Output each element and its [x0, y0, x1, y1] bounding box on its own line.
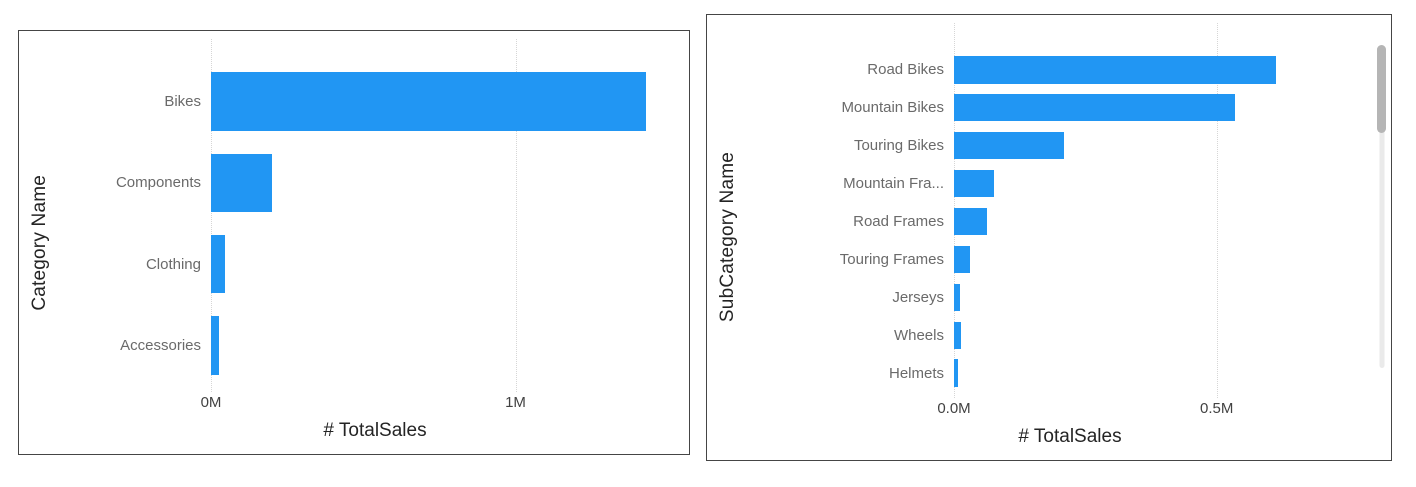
bar-track — [211, 305, 683, 386]
bar-road-bikes[interactable] — [954, 56, 1277, 84]
category-label: Bikes — [164, 93, 201, 111]
bar-clothing[interactable] — [211, 234, 225, 294]
y-axis-title: SubCategory Name — [717, 152, 738, 323]
bar-row: Mountain Fra... — [749, 165, 1391, 203]
bar-row: Clothing — [61, 224, 689, 305]
bar-row: Road Bikes — [749, 51, 1391, 89]
x-axis-title: # TotalSales — [1018, 426, 1122, 447]
category-label: Touring Bikes — [853, 137, 944, 155]
bar-row: Jerseys — [749, 278, 1391, 316]
category-label: Road Frames — [853, 213, 944, 230]
x-axis-tick-row: 0M 1M — [201, 392, 683, 414]
gridlines-layer — [211, 39, 683, 392]
subcategory-sales-chart[interactable]: SubCategory Name Road Bikes Mountain Bike… — [706, 14, 1392, 461]
y-axis-title-wrap: SubCategory Name — [707, 15, 749, 460]
bar-row: Mountain Bikes — [749, 89, 1391, 127]
bar-row: Touring Frames — [749, 240, 1391, 278]
chart-column: Road Bikes Mountain Bikes Touring Bikes Mou… — [749, 15, 1391, 460]
bar-road-frames[interactable] — [954, 207, 987, 236]
bar-track — [211, 224, 683, 305]
bar-track — [211, 142, 683, 223]
bar-bikes[interactable] — [211, 72, 647, 131]
gridline — [211, 39, 212, 392]
y-axis-title-wrap: Category Name — [19, 31, 61, 454]
bar-row: Helmets — [749, 354, 1391, 392]
bar-mountain-bikes[interactable] — [954, 94, 1235, 122]
y-axis-title: Category Name — [29, 174, 50, 311]
x-axis-tick-row: 0.0M 0.5M — [937, 398, 1369, 420]
bar-row: Road Frames — [749, 203, 1391, 241]
bar-row: Components — [61, 142, 689, 223]
bar-track — [954, 316, 1369, 354]
category-label: Clothing — [145, 255, 201, 273]
bar-track — [954, 165, 1369, 203]
bar-track — [954, 127, 1369, 165]
category-label: Components — [115, 174, 201, 192]
x-axis-tick-label: 0.0M — [937, 400, 971, 417]
plot-area: Bikes Components Clothing Accessories — [61, 35, 689, 392]
category-label: Mountain Fra... — [843, 175, 944, 193]
bar-wheels[interactable] — [954, 321, 961, 349]
gridline — [1216, 23, 1218, 398]
chart-column: Bikes Components Clothing Accessories 0M 1M … — [61, 31, 689, 454]
scrollbar-thumb[interactable] — [1377, 45, 1386, 133]
x-axis-tick-label: 1M — [505, 394, 526, 411]
category-label: Wheels — [893, 326, 944, 344]
bar-jerseys[interactable] — [954, 283, 961, 311]
x-axis-tick-label: 0.5M — [1199, 400, 1234, 417]
bar-row: Accessories — [61, 305, 689, 386]
bar-components[interactable] — [211, 153, 272, 213]
x-axis-tick-label: 0M — [200, 394, 222, 411]
bar-track — [954, 354, 1369, 392]
category-label: Mountain Bikes — [841, 99, 944, 117]
bar-touring-frames[interactable] — [954, 245, 970, 274]
x-axis-title: # TotalSales — [323, 420, 427, 441]
bar-row: Touring Bikes — [749, 127, 1391, 165]
plot-area: Road Bikes Mountain Bikes Touring Bikes Mou… — [749, 19, 1391, 398]
category-label: Road Bikes — [867, 61, 944, 79]
bar-track — [954, 203, 1369, 241]
category-label: Helmets — [888, 364, 944, 382]
bar-track — [954, 278, 1369, 316]
scrollbar-track[interactable] — [1379, 45, 1384, 368]
category-sales-chart[interactable]: Category Name Bikes Components Clothing Acc… — [18, 30, 690, 455]
bar-accessories[interactable] — [211, 316, 219, 375]
bar-track — [954, 240, 1369, 278]
bar-track — [954, 51, 1369, 89]
gridline — [515, 39, 517, 392]
bar-row: Wheels — [749, 316, 1391, 354]
bar-track — [954, 89, 1369, 127]
vertical-scrollbar[interactable] — [1377, 45, 1386, 368]
category-label: Touring Frames — [839, 250, 944, 268]
bar-track — [211, 61, 683, 142]
bar-helmets[interactable] — [954, 359, 959, 387]
bar-mountain-fra[interactable] — [954, 169, 995, 198]
bar-row: Bikes — [61, 61, 689, 142]
bar-touring-bikes[interactable] — [954, 132, 1064, 160]
category-label: Jerseys — [892, 288, 944, 306]
category-label: Accessories — [120, 336, 201, 354]
